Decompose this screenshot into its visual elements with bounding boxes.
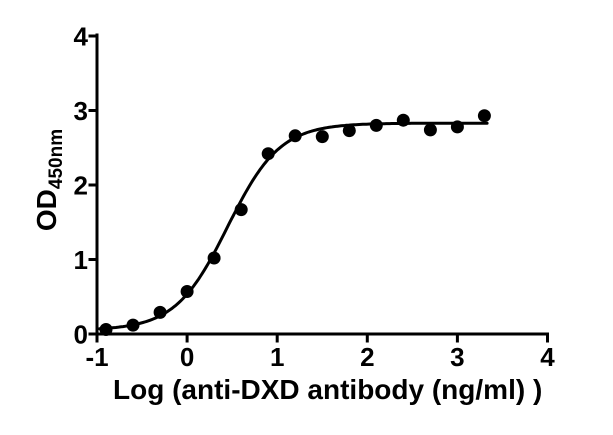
y-tick-label: 0	[74, 320, 88, 350]
data-point	[207, 251, 221, 265]
data-point	[477, 109, 491, 123]
data-point	[369, 118, 383, 132]
data-point	[315, 130, 329, 144]
data-point	[99, 323, 113, 336]
y-axis-title: OD450nm	[31, 129, 67, 232]
x-axis-title: Log (anti-DXD antibody (ng/ml) )	[113, 374, 543, 405]
y-tick-label: 3	[74, 96, 88, 126]
x-tick-label: 0	[180, 342, 194, 372]
data-point	[180, 285, 194, 298]
data-point	[288, 129, 302, 143]
x-tick-label: 1	[270, 342, 284, 372]
data-point	[396, 113, 410, 127]
y-axis-title-main: OD	[31, 189, 62, 232]
data-point	[234, 203, 248, 217]
x-tick-label: 4	[540, 342, 555, 372]
y-tick-label: 1	[74, 245, 88, 275]
data-point	[450, 120, 464, 134]
y-tick-label: 2	[74, 171, 88, 201]
x-tick-label: 3	[450, 342, 464, 372]
data-point	[261, 147, 275, 161]
data-point	[342, 124, 356, 138]
y-tick-label: 4	[74, 22, 89, 52]
x-tick-label: -1	[85, 342, 108, 372]
data-point	[126, 318, 140, 332]
x-tick-label: 2	[360, 342, 374, 372]
fit-curve	[98, 121, 489, 331]
y-axis-title-subscript: 450nm	[46, 128, 67, 190]
data-point	[153, 305, 167, 319]
data-point	[423, 123, 437, 137]
